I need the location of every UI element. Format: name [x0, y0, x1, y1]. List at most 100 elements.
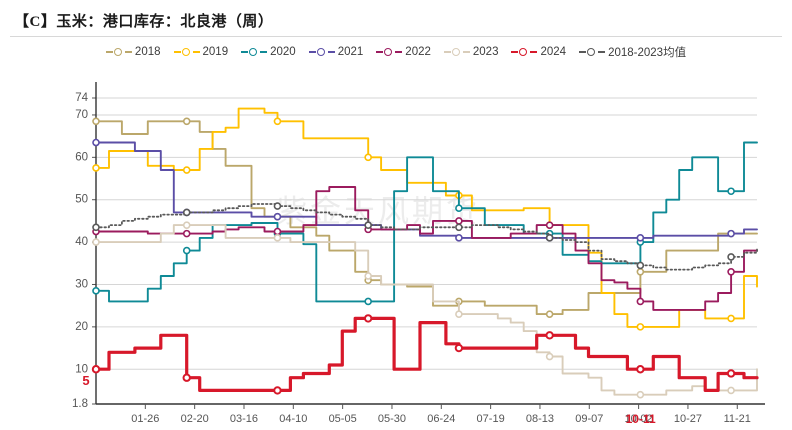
series-marker — [636, 297, 645, 306]
x-axis-label: 08-13 — [526, 413, 554, 425]
legend-item-2020[interactable]: 2020 — [241, 46, 296, 58]
legend-label: 2018 — [134, 46, 161, 58]
series-marker — [727, 187, 735, 196]
legend-label: 2020 — [270, 46, 296, 58]
legend-item-2019[interactable]: 2019 — [173, 46, 229, 58]
series-line-2018-2023均值 — [95, 203, 758, 271]
series-marker — [273, 117, 282, 126]
x-axis-label: 04-10 — [279, 413, 307, 425]
series-marker — [455, 234, 463, 242]
legend-marker-icon — [376, 46, 403, 58]
legend-item-2022[interactable]: 2022 — [376, 46, 431, 58]
legend-item-2021[interactable]: 2021 — [308, 46, 364, 58]
legend-label: 2023 — [472, 46, 499, 58]
y-axis-label: 40 — [75, 236, 88, 248]
y-axis-label: 10 — [75, 363, 88, 375]
y-axis-label: 1.8 — [72, 398, 88, 410]
y-axis-label: 60 — [75, 151, 88, 163]
legend-marker-icon — [443, 46, 470, 58]
page-title: 【C】玉米：港口库存：北良港（周） — [14, 14, 274, 30]
series-marker — [182, 117, 191, 126]
series-marker — [727, 253, 735, 261]
y-axis-label: 50 — [75, 194, 88, 206]
x-axis-label: 05-30 — [378, 413, 406, 425]
series-marker — [545, 221, 554, 229]
series-marker — [636, 365, 645, 374]
highlighted-date-label: 10-11 — [626, 412, 656, 426]
series-marker — [363, 314, 373, 323]
latest-value-annotation: 5 — [82, 373, 89, 388]
series-marker — [364, 272, 372, 280]
series-marker — [726, 369, 736, 378]
x-axis-label: 05-05 — [329, 413, 357, 425]
y-axis-label: 30 — [75, 279, 88, 291]
series-marker — [636, 261, 645, 270]
legend-item-2024[interactable]: 2024 — [511, 46, 566, 58]
series-marker — [455, 310, 463, 318]
x-axis-label: 02-20 — [181, 413, 209, 425]
legend-label: 2018-2023均值 — [608, 47, 687, 59]
legend-marker-icon — [241, 46, 268, 58]
series-marker — [92, 164, 100, 172]
series-marker — [455, 217, 463, 225]
x-axis-label: 01-26 — [131, 413, 159, 425]
series-marker — [92, 138, 100, 147]
series-marker — [364, 153, 372, 162]
title-divider — [10, 36, 782, 37]
series-marker — [182, 166, 191, 174]
legend-label: 2021 — [337, 46, 364, 58]
x-axis-label: 06-24 — [427, 413, 455, 425]
series-marker — [273, 234, 282, 242]
legend-marker-icon — [173, 46, 200, 58]
chart-legend: 2018 2019 2020 2021 2022 2023 2024 2018-2023均值 — [0, 42, 792, 62]
x-axis-label: 10-02 — [625, 413, 653, 425]
legend-marker-icon — [308, 46, 335, 58]
series-marker — [273, 386, 282, 395]
series-marker — [182, 208, 191, 217]
series-marker — [454, 343, 464, 353]
series-marker — [182, 373, 191, 382]
series-marker — [273, 202, 282, 210]
chart-plot-area: 74 70 60 50 40 30 20 10 1.8 01-26 02-20 03-16 04-10 0… — [0, 72, 792, 430]
legend-item-2018[interactable]: 2018 — [105, 46, 161, 58]
series-marker — [727, 229, 735, 238]
legend-marker-icon — [105, 46, 132, 58]
legend-label: 2022 — [405, 46, 431, 58]
series-marker — [182, 221, 191, 229]
series-marker — [455, 204, 463, 212]
series-line-2020 — [95, 141, 758, 303]
series-marker — [182, 229, 191, 238]
x-axis-label: 03-16 — [230, 413, 258, 425]
legend-marker-icon — [579, 46, 606, 58]
series-marker — [636, 390, 645, 399]
series-marker — [91, 365, 101, 374]
legend-label: 2019 — [202, 46, 229, 58]
series-marker — [727, 314, 735, 323]
series-marker — [545, 234, 554, 242]
x-axis-label: 07-19 — [477, 413, 505, 425]
series-marker — [273, 212, 282, 221]
series-line-2024 — [94, 316, 759, 392]
legend-marker-icon — [511, 46, 538, 58]
series-marker — [727, 386, 735, 395]
series-marker — [92, 223, 100, 232]
y-axis-label: 20 — [75, 321, 88, 333]
series-marker — [636, 234, 645, 242]
y-axis-label: 74 — [75, 92, 88, 104]
series-marker — [364, 221, 372, 229]
series-marker — [545, 331, 554, 340]
legend-label: 2024 — [540, 46, 567, 58]
series-marker — [92, 117, 100, 126]
series-marker — [92, 238, 100, 246]
legend-item-2018-2023均值[interactable]: 2018-2023均值 — [579, 44, 686, 60]
y-axis-label: 70 — [75, 109, 88, 121]
x-axis-label: 11-21 — [724, 413, 751, 425]
line-chart-svg: 74 70 60 50 40 30 20 10 1.8 01-26 02-20 03-16 04-10 0… — [72, 82, 765, 426]
series-marker — [727, 267, 735, 276]
legend-item-2023[interactable]: 2023 — [443, 46, 499, 58]
series-marker — [364, 297, 372, 306]
x-axis-label: 10-27 — [674, 413, 702, 425]
series-marker — [545, 310, 554, 318]
series-line-2023 — [95, 224, 758, 396]
